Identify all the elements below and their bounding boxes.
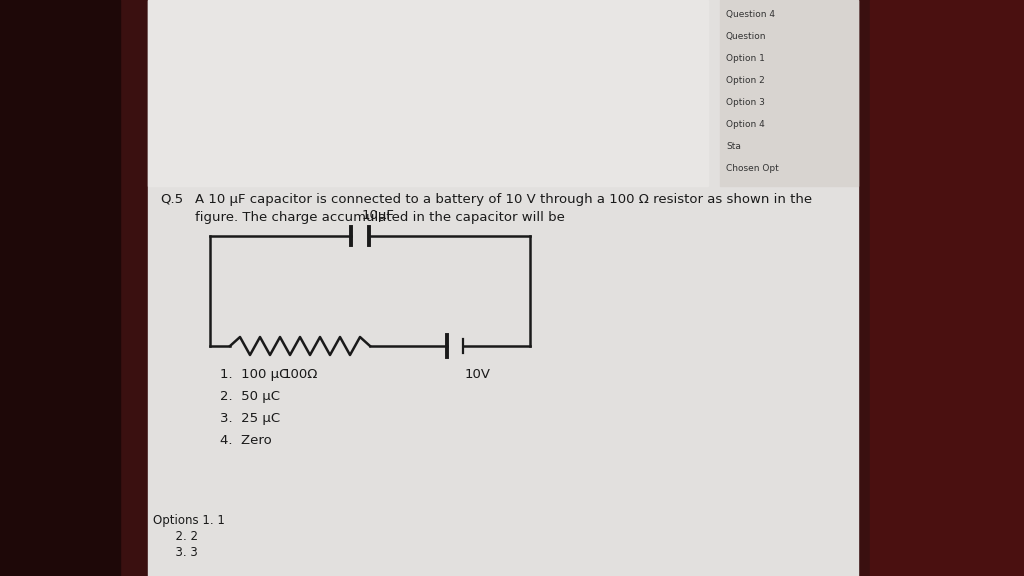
Text: Option 4: Option 4: [726, 120, 765, 129]
Text: Options 1. 1: Options 1. 1: [153, 514, 225, 527]
Text: Question 4: Question 4: [726, 10, 775, 19]
Text: figure. The charge accumulated in the capacitor will be: figure. The charge accumulated in the ca…: [195, 211, 565, 224]
Bar: [148, 0, 708, 186]
Text: 2.  50 μC: 2. 50 μC: [220, 390, 280, 403]
Text: Option 1: Option 1: [726, 54, 765, 63]
Bar: [720, 0, 858, 186]
Bar: [148, 0, 858, 576]
Bar: [870, 0, 1024, 576]
Text: Question: Question: [726, 32, 767, 41]
Text: Chosen Opt: Chosen Opt: [726, 164, 778, 173]
Text: Option 3: Option 3: [726, 98, 765, 107]
Text: 10V: 10V: [465, 368, 490, 381]
Text: 100Ω: 100Ω: [283, 368, 317, 381]
Text: 10μF: 10μF: [362, 209, 395, 222]
Bar: [0, 0, 120, 576]
Text: A 10 μF capacitor is connected to a battery of 10 V through a 100 Ω resistor as : A 10 μF capacitor is connected to a batt…: [195, 193, 812, 206]
Text: 3. 3: 3. 3: [153, 546, 198, 559]
Text: 1.  100 μC: 1. 100 μC: [220, 368, 289, 381]
Text: 2. 2: 2. 2: [153, 530, 198, 543]
Text: Option 2: Option 2: [726, 76, 765, 85]
Text: Q.5: Q.5: [160, 193, 183, 206]
Text: Sta: Sta: [726, 142, 741, 151]
Text: 3.  25 μC: 3. 25 μC: [220, 412, 281, 425]
Text: 4.  Zero: 4. Zero: [220, 434, 271, 447]
